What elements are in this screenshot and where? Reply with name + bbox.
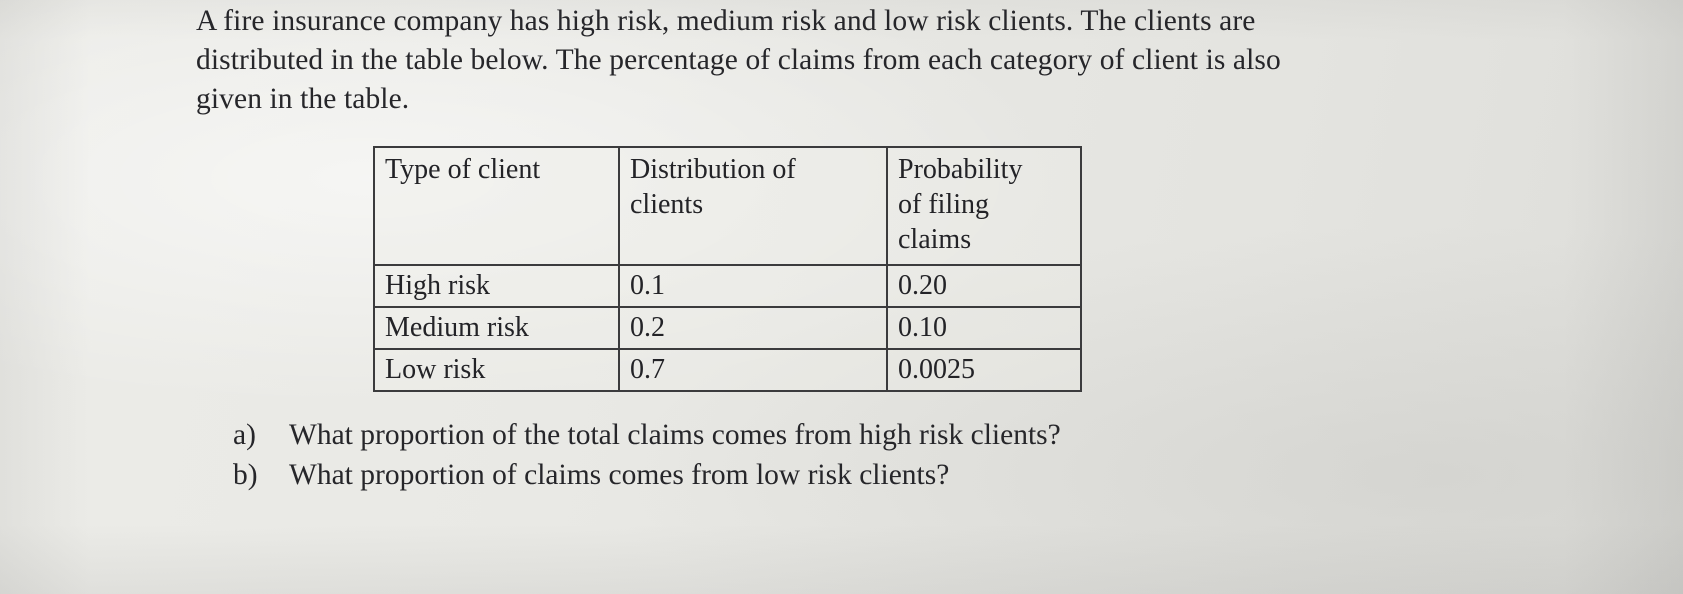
problem-statement: A fire insurance company has high risk, … bbox=[196, 2, 1411, 119]
header-type-of-client-text: Type of client bbox=[385, 154, 541, 185]
cell-distribution: 0.2 bbox=[618, 306, 888, 350]
problem-statement-line-1: A fire insurance company has high risk, … bbox=[196, 5, 1256, 37]
cell-client-type: Medium risk bbox=[373, 306, 620, 350]
table-header-distribution-of-clients: Distribution of clients bbox=[618, 146, 888, 266]
risk-table-container: Type of client Distribution of clients P… bbox=[373, 146, 1082, 392]
question-marker-a: a) bbox=[233, 419, 256, 451]
table-header: Type of client Distribution of clients P… bbox=[373, 146, 1082, 266]
question-marker-b: b) bbox=[233, 459, 258, 491]
question-text-a: What proportion of the total claims come… bbox=[289, 419, 1061, 451]
table-header-type-of-client: Type of client bbox=[373, 146, 620, 266]
cell-distribution: 0.7 bbox=[618, 348, 888, 392]
header-distribution-line-2: clients bbox=[630, 189, 704, 220]
question-item-a: a) What proportion of the total claims c… bbox=[233, 415, 1061, 455]
risk-distribution-table: Type of client Distribution of clients P… bbox=[373, 146, 1082, 392]
table-header-row: Type of client Distribution of clients P… bbox=[373, 146, 1082, 266]
table-row: High risk 0.1 0.20 bbox=[373, 264, 1082, 308]
header-probability-line-1: Probability bbox=[898, 154, 1023, 185]
header-distribution-line-1: Distribution of bbox=[630, 154, 796, 185]
question-text-b: What proportion of claims comes from low… bbox=[289, 459, 950, 491]
problem-statement-line-2: distributed in the table below. The perc… bbox=[196, 44, 1281, 76]
table-body: High risk 0.1 0.20 Medium risk 0.2 0.10 … bbox=[373, 264, 1082, 392]
header-probability-line-2: of filing bbox=[898, 189, 989, 220]
table-header-probability-of-filing-claims: Probability of filing claims bbox=[886, 146, 1082, 266]
question-item-b: b) What proportion of claims comes from … bbox=[233, 455, 1061, 495]
header-probability-line-3: claims bbox=[898, 224, 972, 255]
table-row: Medium risk 0.2 0.10 bbox=[373, 306, 1082, 350]
cell-distribution: 0.1 bbox=[618, 264, 888, 308]
cell-probability: 0.0025 bbox=[886, 348, 1082, 392]
problem-statement-line-3: given in the table. bbox=[196, 83, 410, 115]
table-row: Low risk 0.7 0.0025 bbox=[373, 348, 1082, 392]
questions-list: a) What proportion of the total claims c… bbox=[233, 415, 1061, 495]
cell-probability: 0.10 bbox=[886, 306, 1082, 350]
cell-client-type: High risk bbox=[373, 264, 620, 308]
cell-probability: 0.20 bbox=[886, 264, 1082, 308]
cell-client-type: Low risk bbox=[373, 348, 620, 392]
